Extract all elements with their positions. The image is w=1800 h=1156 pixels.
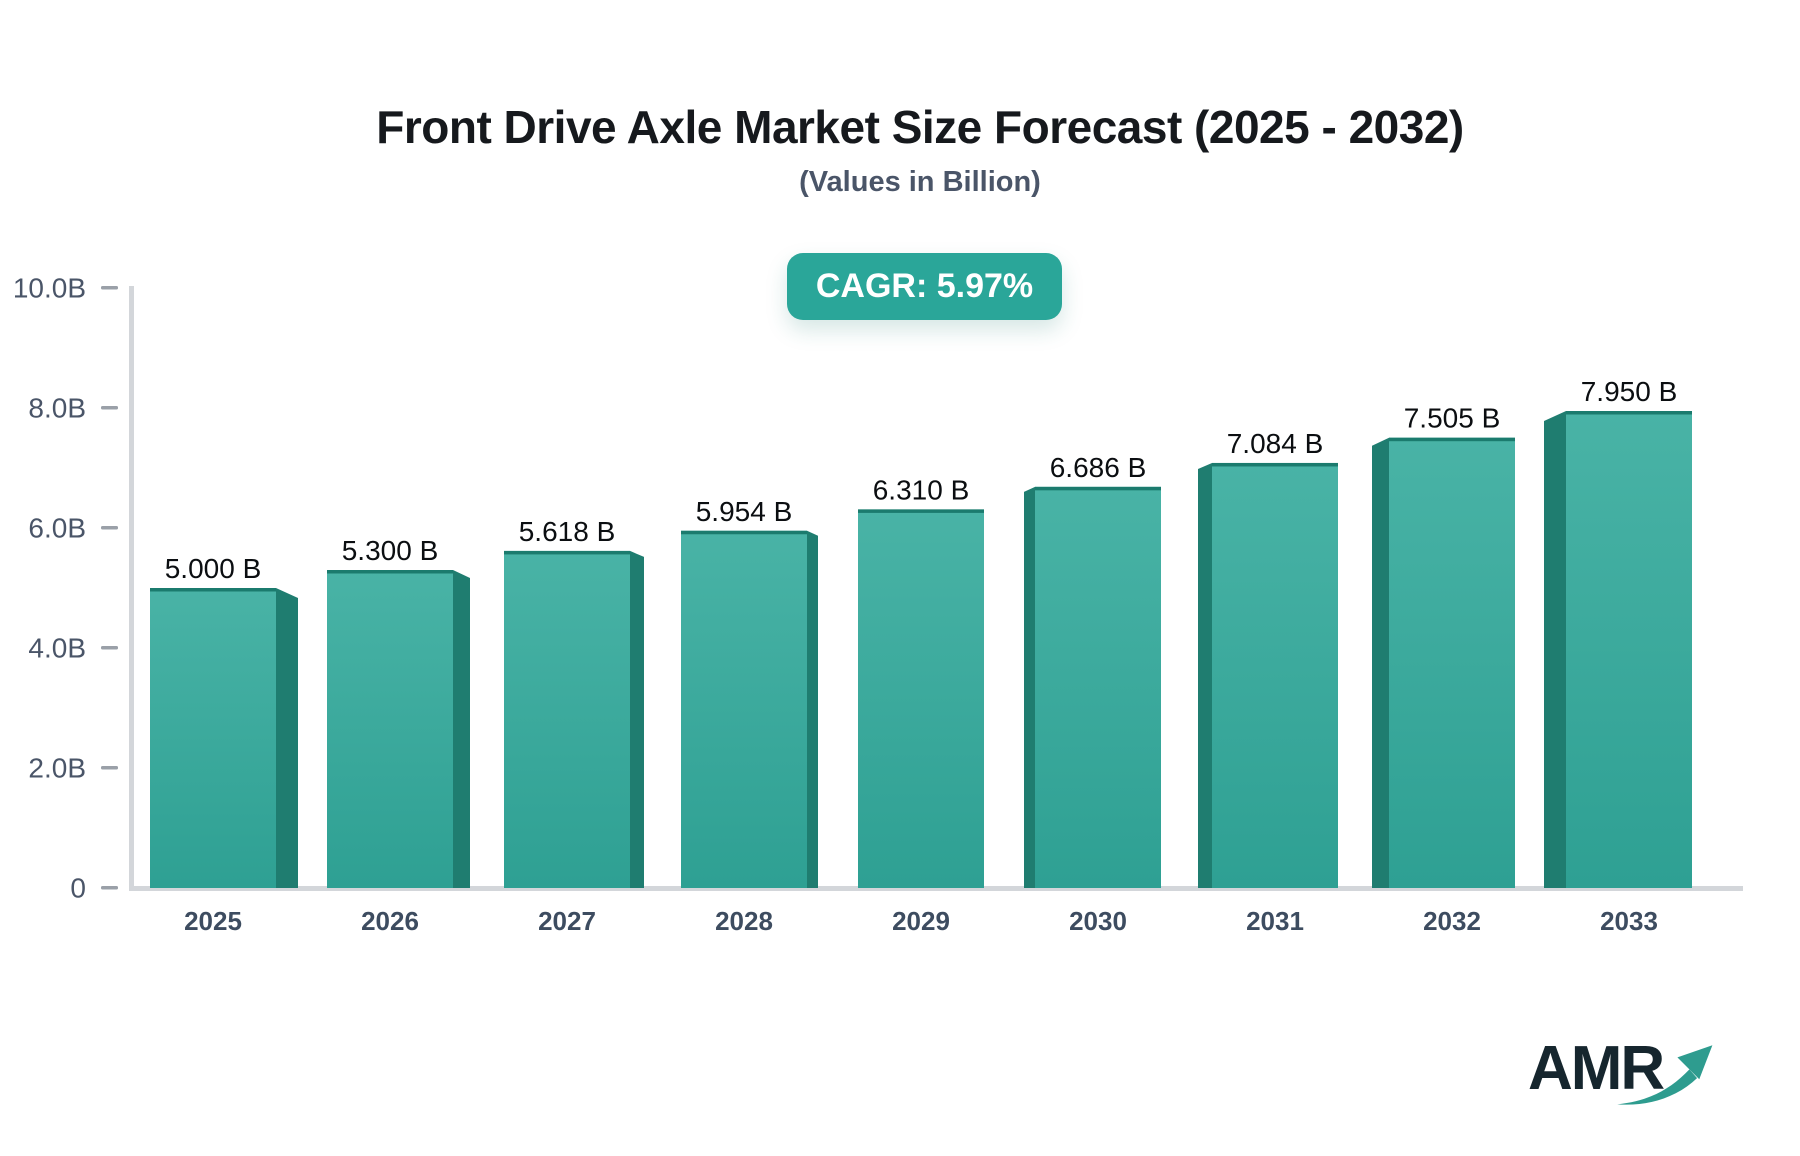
bar-value-label: 5.300 B: [342, 535, 439, 566]
x-tick-label: 2029: [892, 906, 950, 936]
x-tick-label: 2031: [1246, 906, 1304, 936]
bar-2025: [150, 588, 276, 888]
bar-2030: [1035, 486, 1161, 888]
bar-side-2032: [1372, 437, 1389, 888]
y-tick-label: 0: [70, 873, 86, 904]
x-tick-label: 2033: [1600, 906, 1658, 936]
bar-value-label: 7.084 B: [1227, 428, 1324, 459]
x-tick-label: 2027: [538, 906, 596, 936]
chart-subtitle: (Values in Billion): [799, 166, 1041, 198]
x-tick-label: 2025: [184, 906, 242, 936]
bar-side-2026: [453, 570, 470, 888]
bar-top-edge-2025: [150, 588, 276, 592]
amr-logo-text: AMR: [1528, 1034, 1665, 1103]
x-tick-label: 2032: [1423, 906, 1481, 936]
y-tick-dash: [101, 406, 118, 410]
bar-side-2027: [630, 550, 644, 888]
y-tick-label: 10.0B: [13, 273, 86, 304]
y-tick-dash: [101, 766, 118, 770]
y-tick-dash: [101, 646, 118, 650]
bar-value-label: 5.618 B: [519, 516, 616, 547]
bar-value-label: 7.950 B: [1581, 376, 1678, 407]
bar-side-2025: [276, 588, 298, 888]
bar-2028: [681, 530, 807, 888]
bar-value-label: 5.000 B: [165, 553, 262, 584]
y-tick-label: 2.0B: [28, 753, 86, 784]
bar-side-2031: [1198, 462, 1212, 888]
y-axis-line: [129, 286, 134, 891]
bar-top-edge-2033: [1566, 411, 1692, 415]
bar-side-2030: [1024, 486, 1035, 888]
bar-2027: [504, 550, 630, 888]
page-title: Front Drive Axle Market Size Forecast (2…: [376, 101, 1464, 153]
bar-value-label: 6.310 B: [873, 474, 970, 505]
bar-value-label: 6.686 B: [1050, 452, 1147, 483]
x-tick-label: 2028: [715, 906, 773, 936]
cagr-badge: CAGR: 5.97%: [787, 253, 1062, 320]
x-tick-label: 2030: [1069, 906, 1127, 936]
y-tick-label: 4.0B: [28, 633, 86, 664]
y-tick-dash: [101, 526, 118, 530]
y-tick-dash: [101, 886, 118, 890]
bar-value-label: 5.954 B: [696, 496, 793, 527]
logo-arrow-icon: [1617, 1045, 1713, 1105]
y-tick-dash: [101, 286, 118, 290]
bar-top-edge-2029: [858, 509, 984, 513]
bar-2029: [858, 509, 984, 888]
bar-top-edge-2032: [1389, 437, 1515, 442]
x-axis-line: [129, 886, 1743, 891]
bar-top-edge-2031: [1212, 462, 1338, 467]
bar-top-edge-2027: [504, 550, 630, 555]
bar-2032: [1389, 437, 1515, 888]
bar-value-label: 7.505 B: [1404, 403, 1501, 434]
bar-2031: [1212, 462, 1338, 888]
bar-top-edge-2026: [327, 570, 453, 574]
bar-top-edge-2028: [681, 530, 807, 535]
bar-2026: [327, 570, 453, 888]
bar-side-2033: [1544, 411, 1566, 888]
cagr-badge-label: CAGR: 5.97%: [815, 267, 1034, 305]
y-tick-label: 8.0B: [28, 393, 86, 424]
bar-side-2028: [807, 530, 818, 888]
bar-top-edge-2030: [1035, 486, 1161, 491]
amr-logo: AMR: [1528, 1038, 1758, 1118]
bar-2033: [1566, 411, 1692, 888]
y-tick-label: 6.0B: [28, 513, 86, 544]
x-tick-label: 2026: [361, 906, 419, 936]
